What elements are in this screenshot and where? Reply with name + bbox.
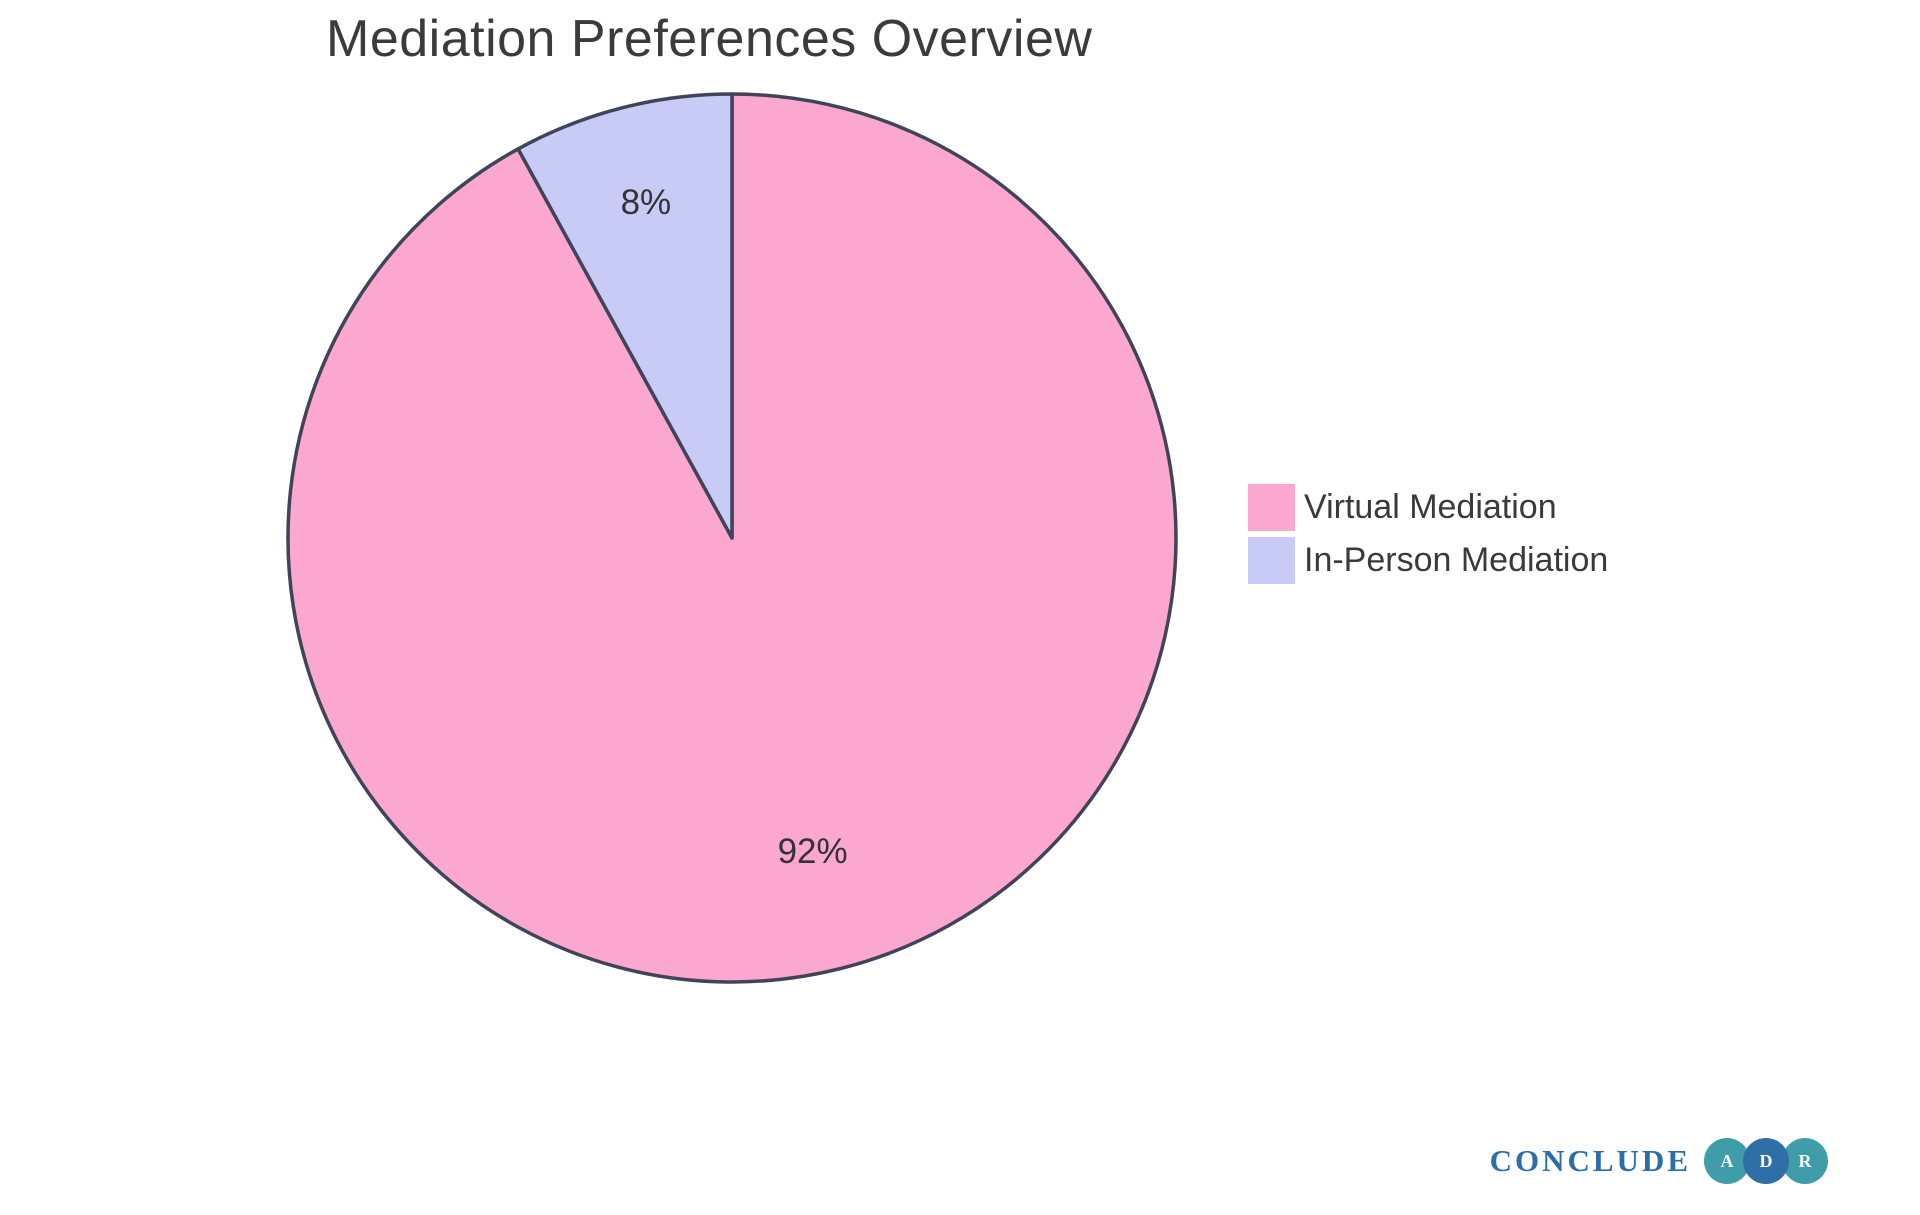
legend-item-virtual-mediation[interactable]: Virtual Mediation [1248, 484, 1608, 531]
brand-badge-d: D [1743, 1138, 1789, 1184]
legend-label-in-person-mediation: In-Person Mediation [1304, 541, 1609, 579]
brand-badges: A D R [1704, 1138, 1828, 1184]
legend: Virtual Mediation In-Person Mediation [1248, 484, 1608, 584]
chart-title: Mediation Preferences Overview [326, 10, 1093, 68]
pie-slice-in-person-mediation[interactable] [516, 92, 734, 540]
brand-badge-a: A [1704, 1138, 1750, 1184]
brand-badge-r: R [1782, 1138, 1828, 1184]
legend-swatch-virtual-mediation[interactable] [1248, 484, 1295, 531]
legend-swatch-in-person-mediation[interactable] [1248, 537, 1295, 584]
legend-item-in-person-mediation[interactable]: In-Person Mediation [1248, 537, 1608, 584]
legend-label-virtual-mediation: Virtual Mediation [1304, 488, 1557, 526]
brand-wordmark: CONCLUDE [1489, 1143, 1691, 1178]
brand-footer: CONCLUDE A D R [1490, 1138, 1828, 1184]
